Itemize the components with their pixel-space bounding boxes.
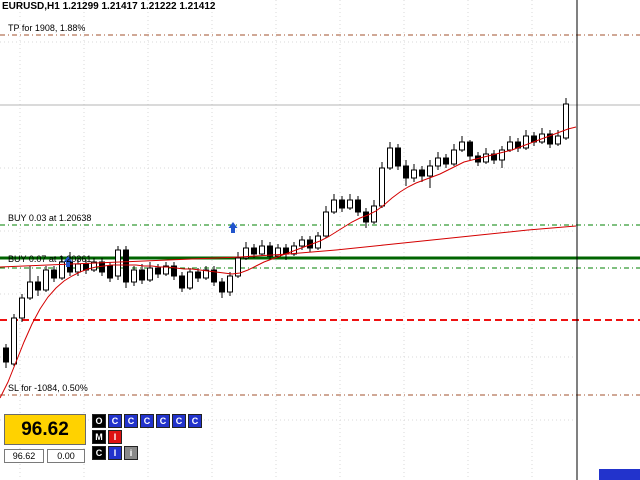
buy-arrow-icon [228, 222, 238, 233]
buy-arrow-icon [63, 256, 73, 267]
sl-label: SL for -1084, 0.50% [8, 383, 88, 393]
panel-button-i-r3c3[interactable]: i [124, 446, 138, 460]
moving-averages [0, 126, 577, 399]
panel-button-c-r1c6[interactable]: C [172, 414, 186, 428]
panel-button-c-r1c3[interactable]: C [124, 414, 138, 428]
panel-button-c-r3c1[interactable]: C [92, 446, 106, 460]
tp-label: TP for 1908, 1.88% [8, 23, 86, 33]
price-display: 96.62 [4, 414, 86, 445]
panel-button-i-r2c2[interactable]: I [108, 430, 122, 444]
buy-arrows [63, 222, 238, 267]
grid-lines [0, 0, 576, 480]
candlesticks [3, 98, 569, 368]
offset-input[interactable]: 0.00 [47, 449, 85, 463]
symbol-quote-line: EURUSD,H1 1.21299 1.21417 1.21222 1.2141… [2, 1, 216, 12]
panel-button-c-r1c2[interactable]: C [108, 414, 122, 428]
panel-button-i-r3c2[interactable]: I [108, 446, 122, 460]
panel-button-c-r1c7[interactable]: C [188, 414, 202, 428]
level-lines[interactable] [0, 34, 640, 396]
price-input[interactable]: 96.62 [4, 449, 44, 463]
panel-button-c-r1c4[interactable]: C [140, 414, 154, 428]
buy1-label: BUY 0.03 at 1.20638 [8, 213, 92, 223]
corner-blue-box[interactable] [599, 469, 640, 480]
panel-button-m-r2c1[interactable]: M [92, 430, 106, 444]
panel-button-o-r1c1[interactable]: O [92, 414, 106, 428]
buy2-label: BUY 0.07 at 1.20361 [8, 254, 92, 264]
panel-button-c-r1c5[interactable]: C [156, 414, 170, 428]
